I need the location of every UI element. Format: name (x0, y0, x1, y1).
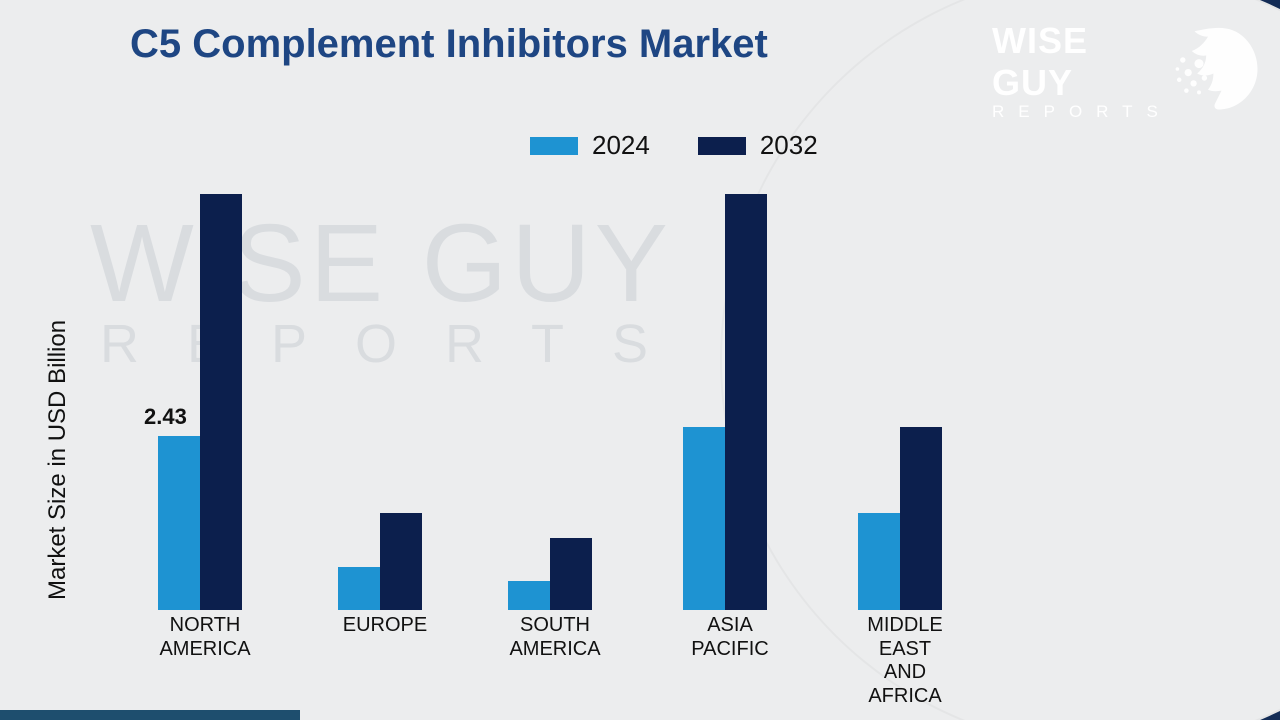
bar-2024 (508, 581, 550, 610)
bar-2024 (338, 567, 380, 610)
bar-2024 (858, 513, 900, 610)
legend-item-2032: 2032 (698, 130, 818, 161)
x-axis-category-label: NORTHAMERICA (130, 614, 280, 661)
bar-2032 (200, 194, 242, 610)
bar-2032 (900, 427, 942, 610)
bar-2032 (550, 538, 592, 610)
footer-accent-bar (0, 710, 300, 720)
logo-line2: REPORTS (992, 102, 1156, 122)
legend-swatch-2024 (530, 137, 578, 155)
legend-label-2024: 2024 (592, 130, 650, 161)
chart-stage: WISE GUY REPORTS C5 Complement Inhibitor… (0, 0, 1280, 720)
legend: 2024 2032 (530, 130, 818, 161)
y-axis-label: Market Size in USD Billion (44, 320, 72, 600)
logo-line1: WISE GUY (992, 20, 1156, 104)
legend-swatch-2032 (698, 137, 746, 155)
x-axis-category-label: SOUTHAMERICA (480, 614, 630, 661)
bar-2032 (380, 513, 422, 610)
plot-region: 2.43 (110, 180, 980, 610)
chart-area: Market Size in USD Billion 2024 2032 2.4… (50, 130, 980, 690)
bar-2024 (683, 427, 725, 610)
legend-item-2024: 2024 (530, 130, 650, 161)
legend-label-2032: 2032 (760, 130, 818, 161)
bar-2024 (158, 436, 200, 610)
chart-title: C5 Complement Inhibitors Market (130, 22, 768, 67)
x-axis-category-label: MIDDLEEASTANDAFRICA (830, 614, 980, 708)
x-axis-category-label: EUROPE (310, 614, 460, 638)
brand-logo: WISE GUY REPORTS (992, 20, 1252, 122)
bar-2032 (725, 194, 767, 610)
bar-value-label: 2.43 (144, 404, 187, 430)
x-axis-category-label: ASIAPACIFIC (655, 614, 805, 661)
